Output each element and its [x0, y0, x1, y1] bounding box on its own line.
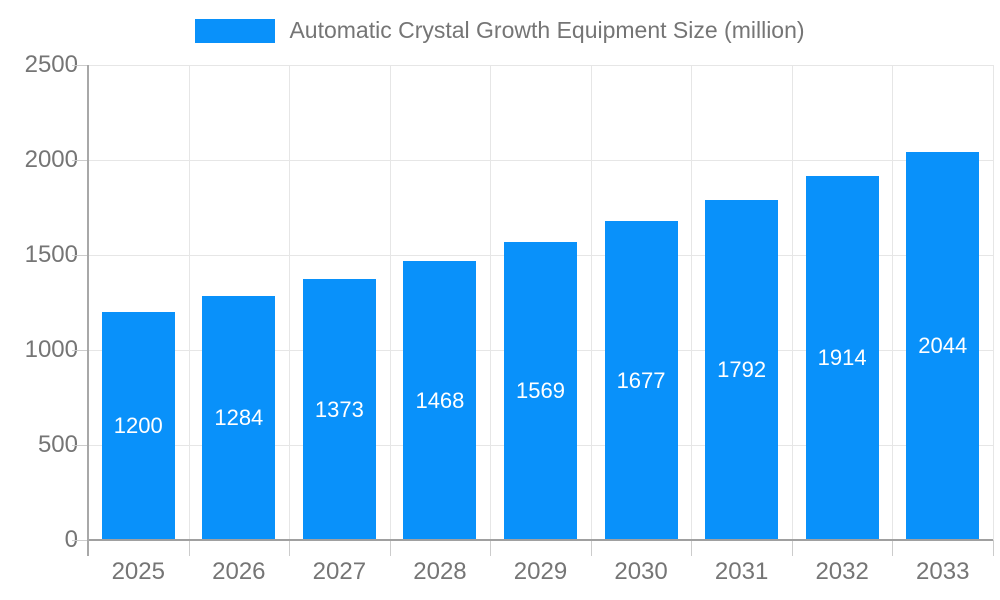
- gridline-vertical: [289, 65, 291, 540]
- y-axis-tick: [72, 445, 88, 446]
- bar-value-label: 2044: [918, 332, 968, 358]
- x-axis-tick: [590, 540, 592, 556]
- x-axis-tick: [791, 540, 793, 556]
- y-axis-tick: [72, 540, 88, 541]
- x-axis-tick-label: 2027: [312, 558, 367, 585]
- y-axis-tick: [72, 160, 88, 161]
- bar: [202, 296, 276, 539]
- x-axis-tick-label: 2028: [413, 558, 467, 585]
- x-axis-tick: [691, 540, 693, 556]
- x-axis-tick-label: 2030: [614, 558, 668, 585]
- bar-value-label: 1569: [516, 377, 565, 403]
- gridline-vertical: [389, 65, 391, 540]
- bar-value-label: 1373: [314, 396, 364, 422]
- x-axis-tick-label: 2025: [111, 558, 165, 585]
- gridline-horizontal: [88, 65, 993, 66]
- bar: [906, 151, 980, 539]
- y-axis-line: [87, 65, 89, 556]
- x-axis-tick: [993, 540, 994, 556]
- y-axis-tick-label: 500: [37, 431, 78, 458]
- y-axis-tick: [72, 255, 88, 256]
- y-axis-tick-label: 1000: [24, 336, 78, 363]
- bar-value-label: 1792: [717, 356, 767, 382]
- x-axis-tick-label: 2032: [815, 558, 869, 585]
- bar: [805, 176, 879, 539]
- gridline-vertical: [188, 65, 190, 540]
- bar: [504, 241, 577, 539]
- bar: [604, 221, 678, 539]
- y-axis-tick: [72, 350, 88, 351]
- x-axis-tick-label: 2026: [212, 558, 266, 585]
- bar-value-label: 1468: [415, 387, 465, 413]
- x-axis-tick: [892, 540, 894, 556]
- gridline-vertical: [993, 65, 994, 540]
- y-axis-tick-label: 2000: [24, 146, 78, 173]
- x-axis-tick-label: 2029: [513, 558, 568, 585]
- bar: [403, 261, 477, 539]
- x-axis-baseline: [88, 539, 993, 541]
- legend: Automatic Crystal Growth Equipment Size …: [0, 17, 1000, 44]
- gridline-vertical: [590, 65, 592, 540]
- x-axis-tick-label: 2033: [916, 558, 970, 585]
- bar-value-label: 1914: [817, 345, 867, 371]
- legend-swatch: [195, 18, 276, 43]
- bar: [101, 312, 175, 539]
- gridline-horizontal: [88, 160, 993, 161]
- x-axis-tick: [490, 540, 492, 556]
- gridline-vertical: [791, 65, 793, 540]
- bar-value-label: 1200: [113, 413, 163, 438]
- bar: [705, 199, 779, 539]
- bar: [302, 279, 376, 539]
- y-axis-tick: [72, 65, 88, 66]
- x-axis-tick: [188, 540, 190, 556]
- x-axis-tick: [389, 540, 391, 556]
- gridline-vertical: [691, 65, 693, 540]
- y-axis-tick-label: 1500: [24, 241, 78, 268]
- bar-value-label: 1284: [214, 405, 264, 431]
- y-axis-tick-label: 0: [64, 526, 78, 553]
- x-axis-tick-label: 2031: [714, 558, 769, 585]
- gridline-vertical: [490, 65, 492, 540]
- y-axis-tick-label: 2500: [24, 51, 78, 78]
- bar-value-label: 1677: [616, 367, 666, 393]
- x-axis-tick: [289, 540, 291, 556]
- legend-label: Automatic Crystal Growth Equipment Size …: [289, 17, 805, 43]
- gridline-vertical: [892, 65, 894, 540]
